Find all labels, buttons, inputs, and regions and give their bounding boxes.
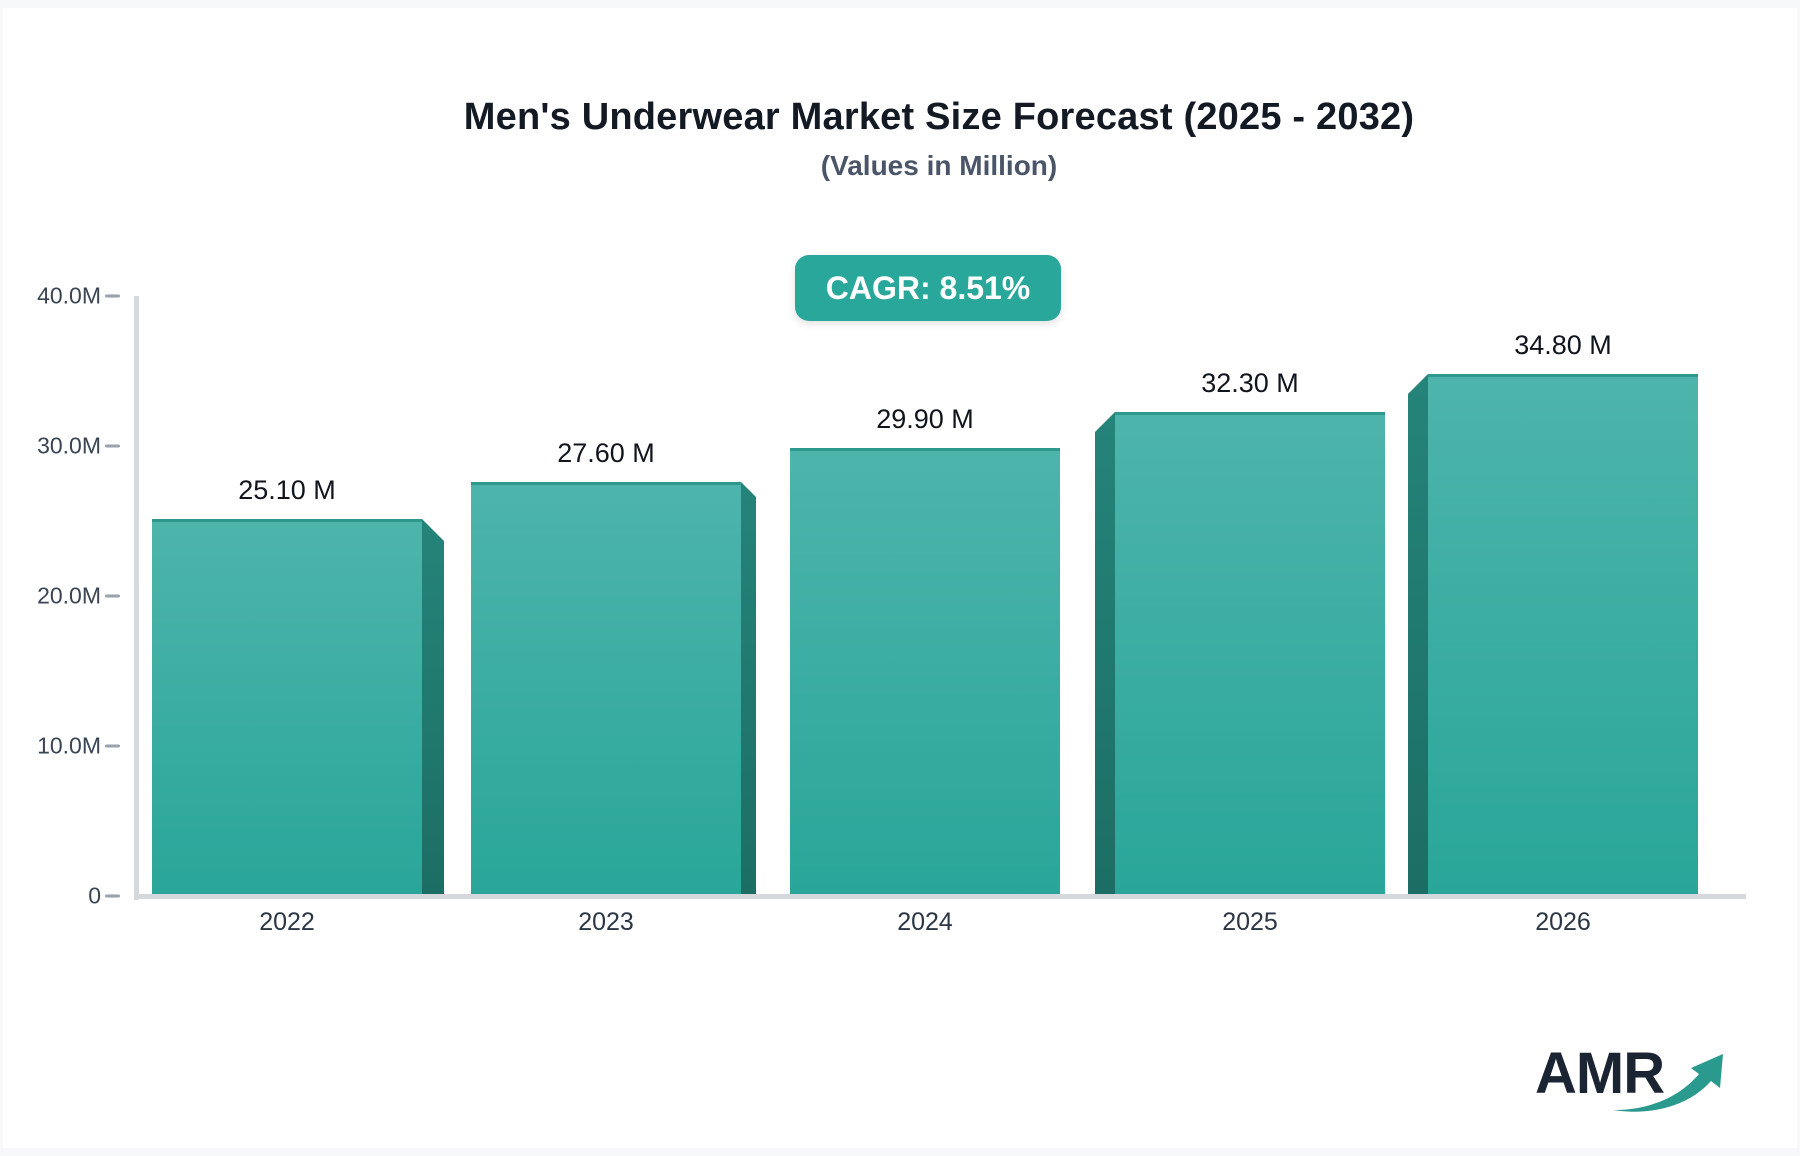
- bar-2026[interactable]: [1428, 374, 1698, 896]
- y-axis-tick-label: 40.0M: [37, 282, 101, 309]
- bar-side-face: [1095, 412, 1115, 896]
- y-axis-tick-mark: [105, 894, 120, 898]
- growth-arrow-icon: [1613, 1054, 1723, 1112]
- x-axis-category-label: 2022: [259, 908, 315, 936]
- x-axis-category-label: 2023: [578, 908, 634, 936]
- plot-area: 40.0M 30.0M 20.0M 10.0M 0 25.10 M 2022 27.60 M 2…: [3, 8, 1797, 1148]
- bar-value-label: 32.30 M: [1201, 368, 1299, 398]
- y-axis-tick-mark: [105, 444, 120, 448]
- y-axis-tick-label: 10.0M: [37, 732, 101, 759]
- chart-subtitle: (Values in Million): [820, 150, 1058, 181]
- bar-2024[interactable]: [790, 448, 1060, 896]
- y-axis-tick-label: 0: [88, 882, 101, 909]
- bar-value-label: 29.90 M: [876, 404, 974, 434]
- bar-value-label: 34.80 M: [1514, 330, 1612, 360]
- amr-logo: AMR: [1531, 1038, 1731, 1128]
- x-axis-category-label: 2026: [1535, 908, 1591, 936]
- bar-side-face: [741, 482, 756, 896]
- amr-logo-text: AMR: [1535, 1041, 1665, 1106]
- chart-title: Men's Underwear Market Size Forecast (20…: [463, 96, 1415, 138]
- y-axis-line: [134, 296, 139, 900]
- y-axis-tick-mark: [105, 744, 120, 748]
- x-axis-category-label: 2024: [897, 908, 953, 936]
- bar-2023[interactable]: [471, 482, 741, 896]
- chart-card: Men's Underwear Market Size Forecast (20…: [3, 8, 1797, 1148]
- cagr-badge-label: CAGR: 8.51%: [825, 269, 1031, 306]
- x-axis-line: [134, 894, 1746, 899]
- bar-2022[interactable]: [152, 519, 422, 896]
- bar-2025[interactable]: [1115, 412, 1385, 896]
- y-axis-tick-mark: [105, 594, 120, 598]
- y-axis-tick-label: 20.0M: [37, 582, 101, 609]
- cagr-badge: CAGR: 8.51%: [795, 255, 1061, 321]
- bar-side-face: [422, 519, 444, 896]
- y-axis-tick-label: 30.0M: [37, 432, 101, 459]
- bar-value-label: 27.60 M: [557, 438, 655, 468]
- x-axis-category-label: 2025: [1222, 908, 1278, 936]
- bar-side-face: [1408, 374, 1428, 896]
- y-axis-tick-mark: [105, 294, 120, 298]
- bar-value-label: 25.10 M: [238, 475, 336, 505]
